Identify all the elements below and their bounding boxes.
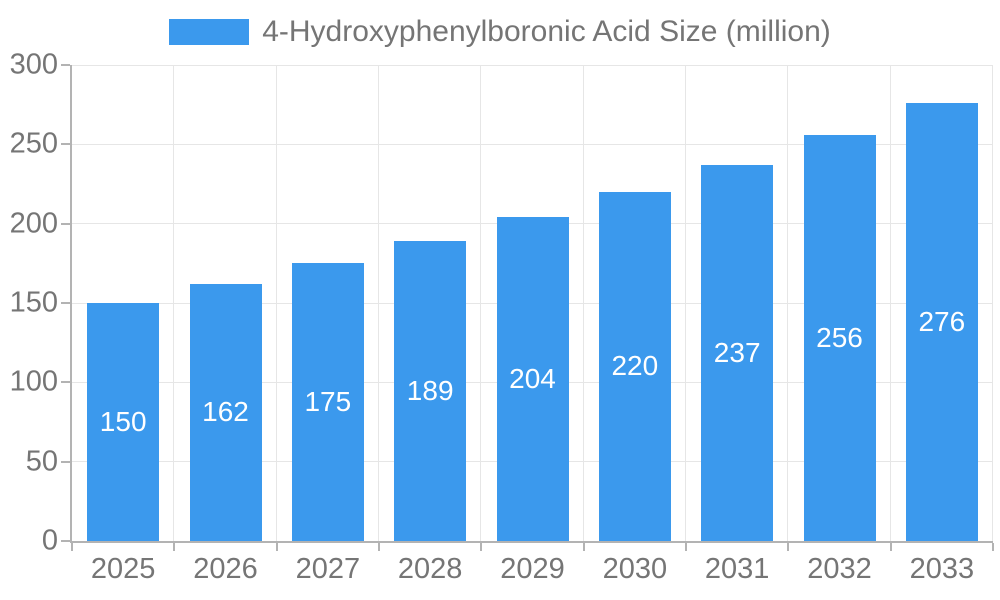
gridline-vertical [992,65,993,541]
bar-2031[interactable]: 237 [701,164,774,541]
bar-value-label: 276 [918,306,966,338]
x-tick-mark [378,543,380,551]
y-tick-label: 50 [25,445,58,478]
gridline-horizontal [72,143,993,145]
gridline-vertical [480,65,482,541]
x-tick-mark [173,543,176,551]
gridline-vertical [889,65,891,541]
chart-legend: 4-Hydroxyphenylboronic Acid Size (millio… [0,15,1000,48]
bar-value-label: 189 [406,375,454,407]
gridline-vertical [582,65,584,541]
y-tick-mark [61,222,70,225]
y-tick-label: 200 [9,207,58,240]
x-tick-mark [582,543,585,551]
legend-swatch [169,19,250,45]
bar-2027[interactable]: 175 [291,263,364,541]
bar-value-label: 162 [202,396,249,428]
x-tick-label: 2030 [602,553,668,585]
y-tick-mark [61,64,70,66]
x-tick-mark [787,543,790,551]
x-tick-mark [275,543,278,551]
y-tick-mark [61,460,70,463]
x-axis-line [70,541,993,543]
bar-2026[interactable]: 162 [189,283,262,541]
bar-value-label: 150 [99,406,147,437]
x-tick-mark [480,543,483,551]
gridline-vertical [173,65,175,541]
bar-value-label: 220 [611,350,659,382]
x-tick-label: 2028 [397,553,463,585]
gridline-vertical [685,65,686,541]
y-axis-line [70,65,72,543]
y-tick-mark [61,381,70,384]
bar-value-label: 204 [509,363,556,395]
gridline-vertical [275,65,277,541]
x-tick-label: 2027 [295,553,361,585]
x-tick-mark [992,543,994,551]
x-tick-label: 2029 [500,553,565,585]
bar-2030[interactable]: 220 [598,191,671,541]
x-tick-label: 2025 [90,553,156,585]
y-tick-label: 100 [9,365,58,398]
bar-2033[interactable]: 276 [905,103,978,541]
bar-2028[interactable]: 189 [394,241,467,541]
bar-2025[interactable]: 150 [87,303,160,541]
y-axis-labels: 0 50 100 150 200 250 300 [0,49,58,557]
x-axis-labels: 2025 2026 2027 2028 2029 2030 2031 2032 2033 [72,553,993,589]
y-tick-mark [61,143,70,146]
x-tick-label: 2032 [807,553,872,585]
x-tick-label: 2033 [909,553,975,585]
bar-value-label: 175 [304,386,352,418]
x-tick-mark [685,543,687,551]
y-tick-mark [61,540,70,542]
x-tick-mark [71,543,73,551]
gridline-horizontal [72,64,993,66]
bar-value-label: 256 [816,321,863,353]
y-tick-label: 0 [41,524,58,557]
x-tick-mark [889,543,892,551]
y-tick-mark [61,302,70,304]
plot-area: 150 162 175 189 204 220 237 256 276 [61,64,994,551]
legend-label: 4-Hydroxyphenylboronic Acid Size (millio… [262,15,831,48]
x-tick-label: 2026 [193,553,258,585]
bar-value-label: 237 [713,336,761,368]
gridline-vertical [787,65,789,541]
bar-2029[interactable]: 204 [496,217,569,541]
y-tick-label: 300 [9,48,58,81]
bar-2032[interactable]: 256 [803,134,876,541]
x-tick-label: 2031 [704,553,770,585]
y-tick-label: 150 [9,286,58,319]
gridline-vertical [378,65,379,541]
y-tick-label: 250 [9,127,58,160]
